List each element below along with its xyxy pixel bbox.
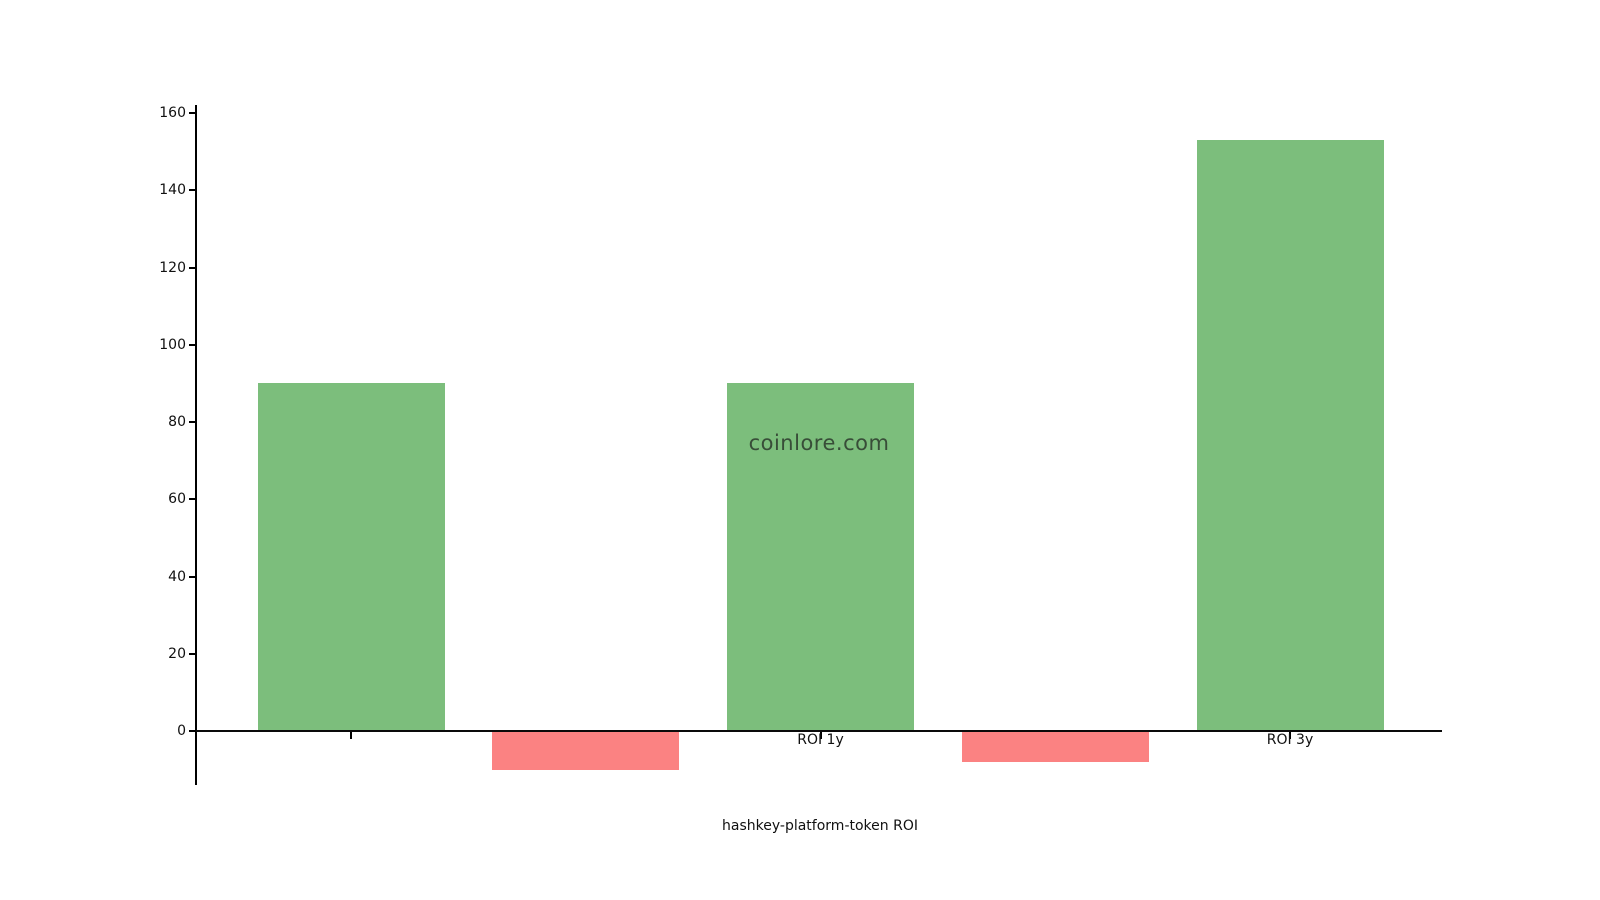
y-tick-mark [189, 112, 196, 114]
bar-roi-3y [1196, 140, 1384, 731]
y-tick-label: 100 [159, 336, 186, 353]
coinlore-watermark: coinlore.com [748, 431, 890, 455]
x-tick-label: ROI 3y [1266, 732, 1314, 748]
x-tick-mark [1289, 732, 1291, 739]
bar-roi-1 [257, 383, 445, 731]
y-tick-mark [189, 652, 196, 655]
y-tick-label: 40 [168, 568, 186, 585]
bar-roi-4 [961, 731, 1149, 762]
x-tick-mark [819, 732, 822, 739]
y-tick-mark [189, 730, 196, 732]
y-tick-mark [189, 189, 196, 192]
y-tick-label: 120 [159, 259, 186, 276]
y-axis-spine [195, 105, 197, 786]
y-tick-label: 80 [168, 414, 186, 430]
x-tick-mark [350, 732, 352, 739]
y-tick-mark [189, 343, 196, 346]
chart-title: hashkey-platform-token ROI [722, 818, 918, 834]
y-tick-mark [189, 575, 196, 578]
y-tick-mark [189, 266, 196, 269]
bar-roi-1y [727, 383, 914, 731]
y-tick-label: 60 [168, 491, 186, 508]
bar-roi-2 [492, 731, 680, 770]
x-axis-line [196, 730, 1442, 732]
y-tick-label: 160 [159, 105, 186, 121]
y-tick-mark [189, 498, 196, 501]
y-tick-label: 0 [177, 723, 186, 739]
y-tick-label: 20 [168, 645, 186, 662]
y-tick-mark [189, 421, 196, 423]
y-tick-label: 140 [159, 182, 186, 199]
x-tick-label: ROI 1y [797, 732, 844, 748]
